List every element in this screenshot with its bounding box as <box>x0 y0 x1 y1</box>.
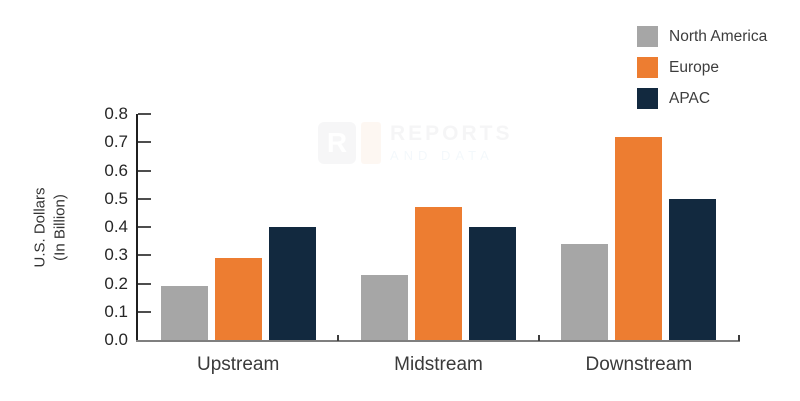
x-axis-tick <box>537 335 540 341</box>
category-label: Downstream <box>585 354 693 375</box>
y-axis-tick-label: 0.3 <box>104 245 128 265</box>
y-axis-tick <box>138 197 151 200</box>
watermark-accent-block <box>361 122 381 164</box>
y-axis-tick-label: 0.5 <box>104 188 128 208</box>
legend-label: Europe <box>669 58 719 76</box>
y-axis-tick <box>138 113 151 115</box>
legend-swatch <box>637 88 658 109</box>
y-axis-tick-label: 0.4 <box>104 217 128 236</box>
bar-apac <box>268 227 316 340</box>
bar-north-america <box>361 275 408 340</box>
x-axis-tick <box>337 335 340 341</box>
y-axis-tick <box>138 169 151 172</box>
y-axis-tick-label: 0.2 <box>104 273 128 293</box>
bar-apac <box>469 227 516 340</box>
bar-north-america <box>561 243 609 340</box>
y-axis-line <box>136 114 138 342</box>
bar-europe <box>615 136 663 340</box>
y-axis-tick <box>138 282 151 285</box>
legend-item-europe: Europe <box>637 57 767 78</box>
category-label: Upstream <box>196 354 280 375</box>
y-axis-tick <box>138 310 151 313</box>
bar-europe <box>214 258 262 340</box>
y-axis-tick <box>138 226 151 228</box>
legend-label: APAC <box>669 89 711 107</box>
y-axis-tick <box>138 141 151 144</box>
y-axis-tick-label: 0.6 <box>104 160 128 180</box>
watermark-text-line2: AND DATA <box>390 148 494 163</box>
legend-swatch <box>637 26 658 47</box>
x-axis-line <box>136 340 740 342</box>
bar-europe <box>415 207 462 340</box>
x-axis-tick <box>738 335 740 341</box>
legend-item-apac: APAC <box>637 88 767 109</box>
y-axis-tick-label: 0.8 <box>104 104 128 123</box>
y-axis-tick-label: 0.1 <box>104 301 128 321</box>
watermark-monogram: R <box>318 122 356 164</box>
chart-legend: North America Europe APAC <box>637 26 767 119</box>
bar-apac <box>669 198 717 340</box>
bar-north-america <box>160 286 208 340</box>
y-axis-tick <box>138 254 151 257</box>
legend-item-north-america: North America <box>637 26 767 47</box>
legend-swatch <box>637 57 658 78</box>
category-label: Midstream <box>394 354 483 375</box>
y-axis-title-line2: (In Billion) <box>51 193 68 261</box>
y-axis-title-line1: U.S. Dollars <box>31 186 49 268</box>
watermark-text-line1: REPORTS <box>390 122 513 145</box>
y-axis-tick-label: 0.0 <box>104 330 128 349</box>
legend-label: North America <box>669 27 768 45</box>
watermark-logo: R REPORTS AND DATA <box>318 122 513 164</box>
y-axis-tick-label: 0.7 <box>104 132 128 152</box>
